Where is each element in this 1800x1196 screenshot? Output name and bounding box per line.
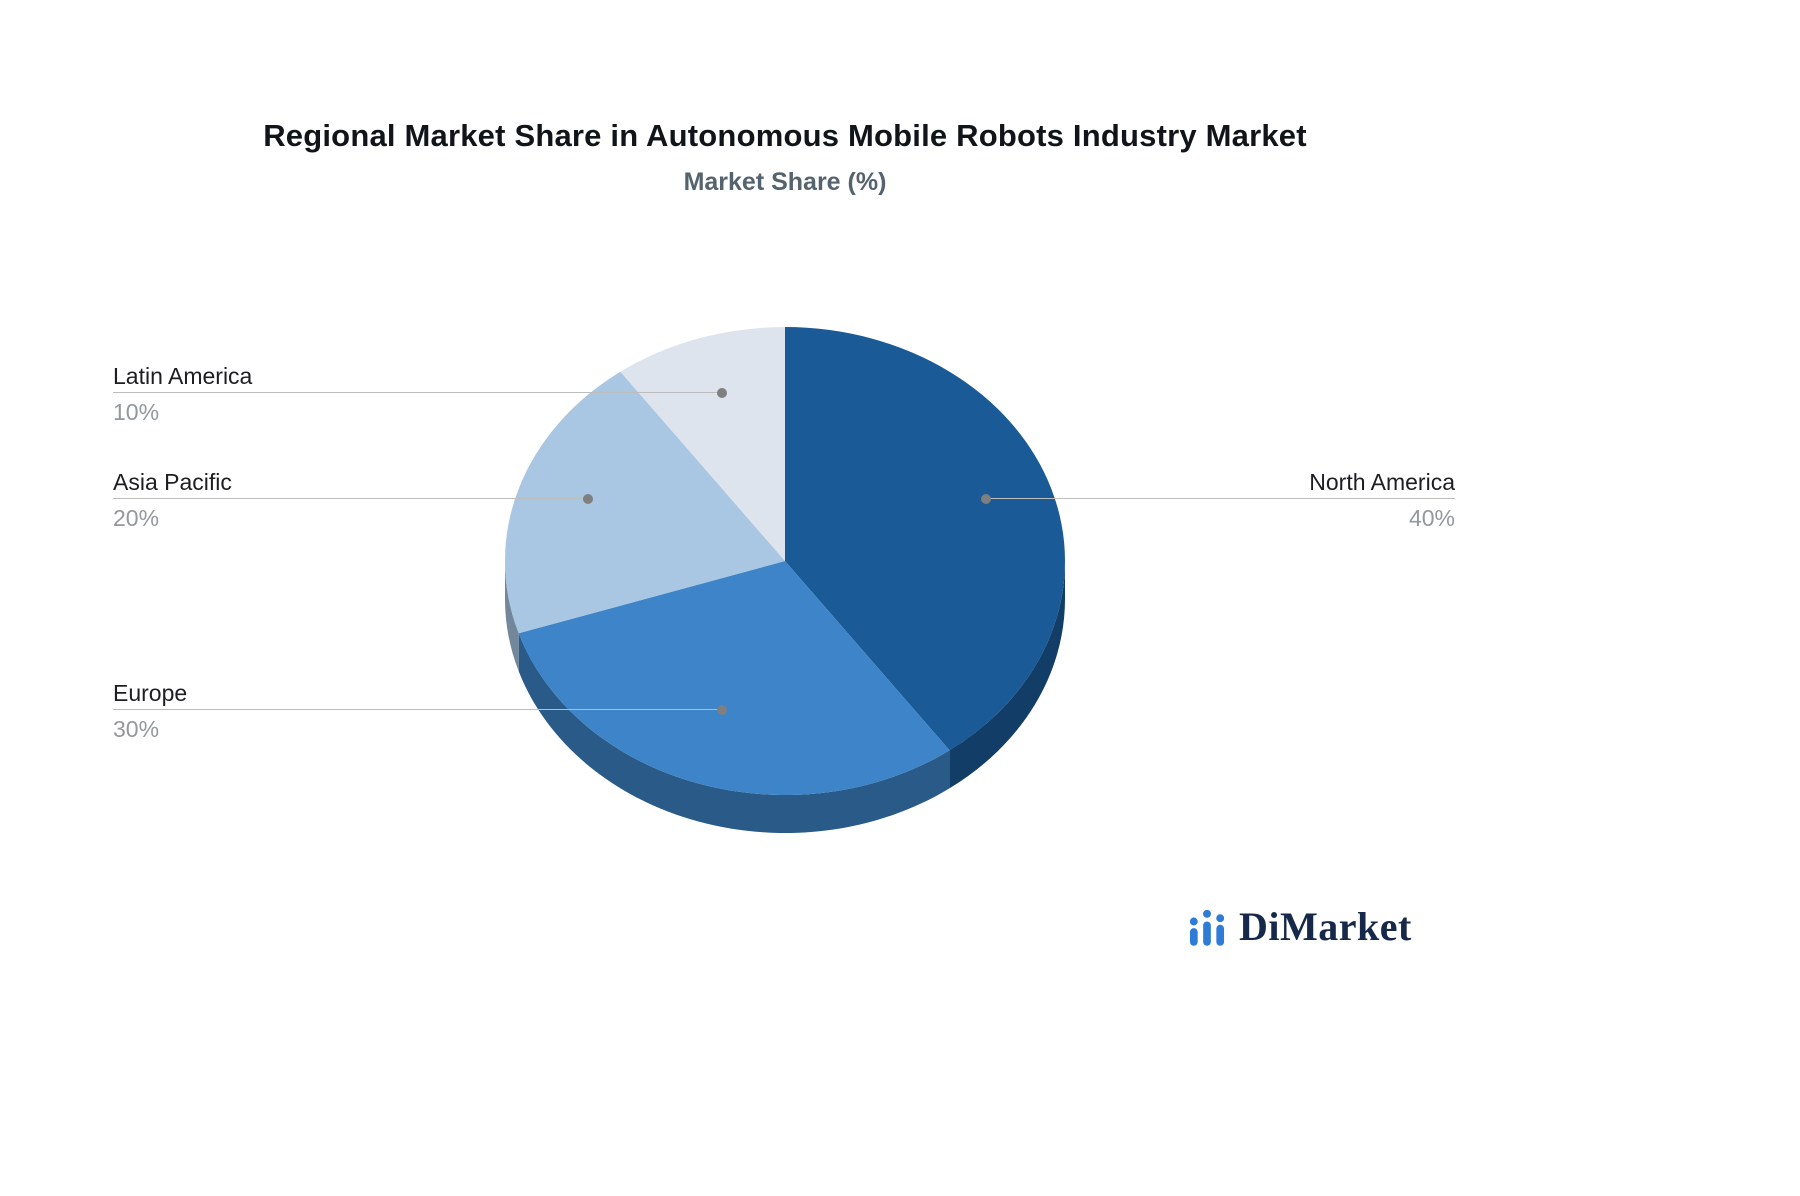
chart-title: Regional Market Share in Autonomous Mobi… [263,118,1307,153]
callout-dot [717,388,727,398]
chart-subtitle: Market Share (%) [683,168,887,196]
segment-value: 20% [113,505,160,531]
callout-north-america: North America 40% [1005,468,1455,532]
callout-line [113,498,585,499]
callout-line [989,498,1455,499]
segment-value: 40% [1408,505,1455,531]
segment-label: North America [1309,469,1455,495]
callout-line [113,392,719,393]
segment-value: 10% [113,399,160,425]
callout-dot [583,494,593,504]
callout-line [113,709,719,710]
callout-latin-america: Latin America 10% [113,362,733,426]
callout-europe: Europe 30% [113,679,733,743]
bar-chart-dots-icon [1189,909,1225,946]
segment-value: 30% [113,716,160,742]
segment-label: Asia Pacific [113,469,232,495]
brand-name: DiMarket [1239,904,1412,949]
callout-dot [981,494,991,504]
segment-label: Europe [113,680,188,706]
callout-asia-pacific: Asia Pacific 20% [113,468,613,532]
callout-dot [717,705,727,715]
segment-label: Latin America [113,363,253,389]
brand-logo: DiMarket [1185,903,1412,950]
